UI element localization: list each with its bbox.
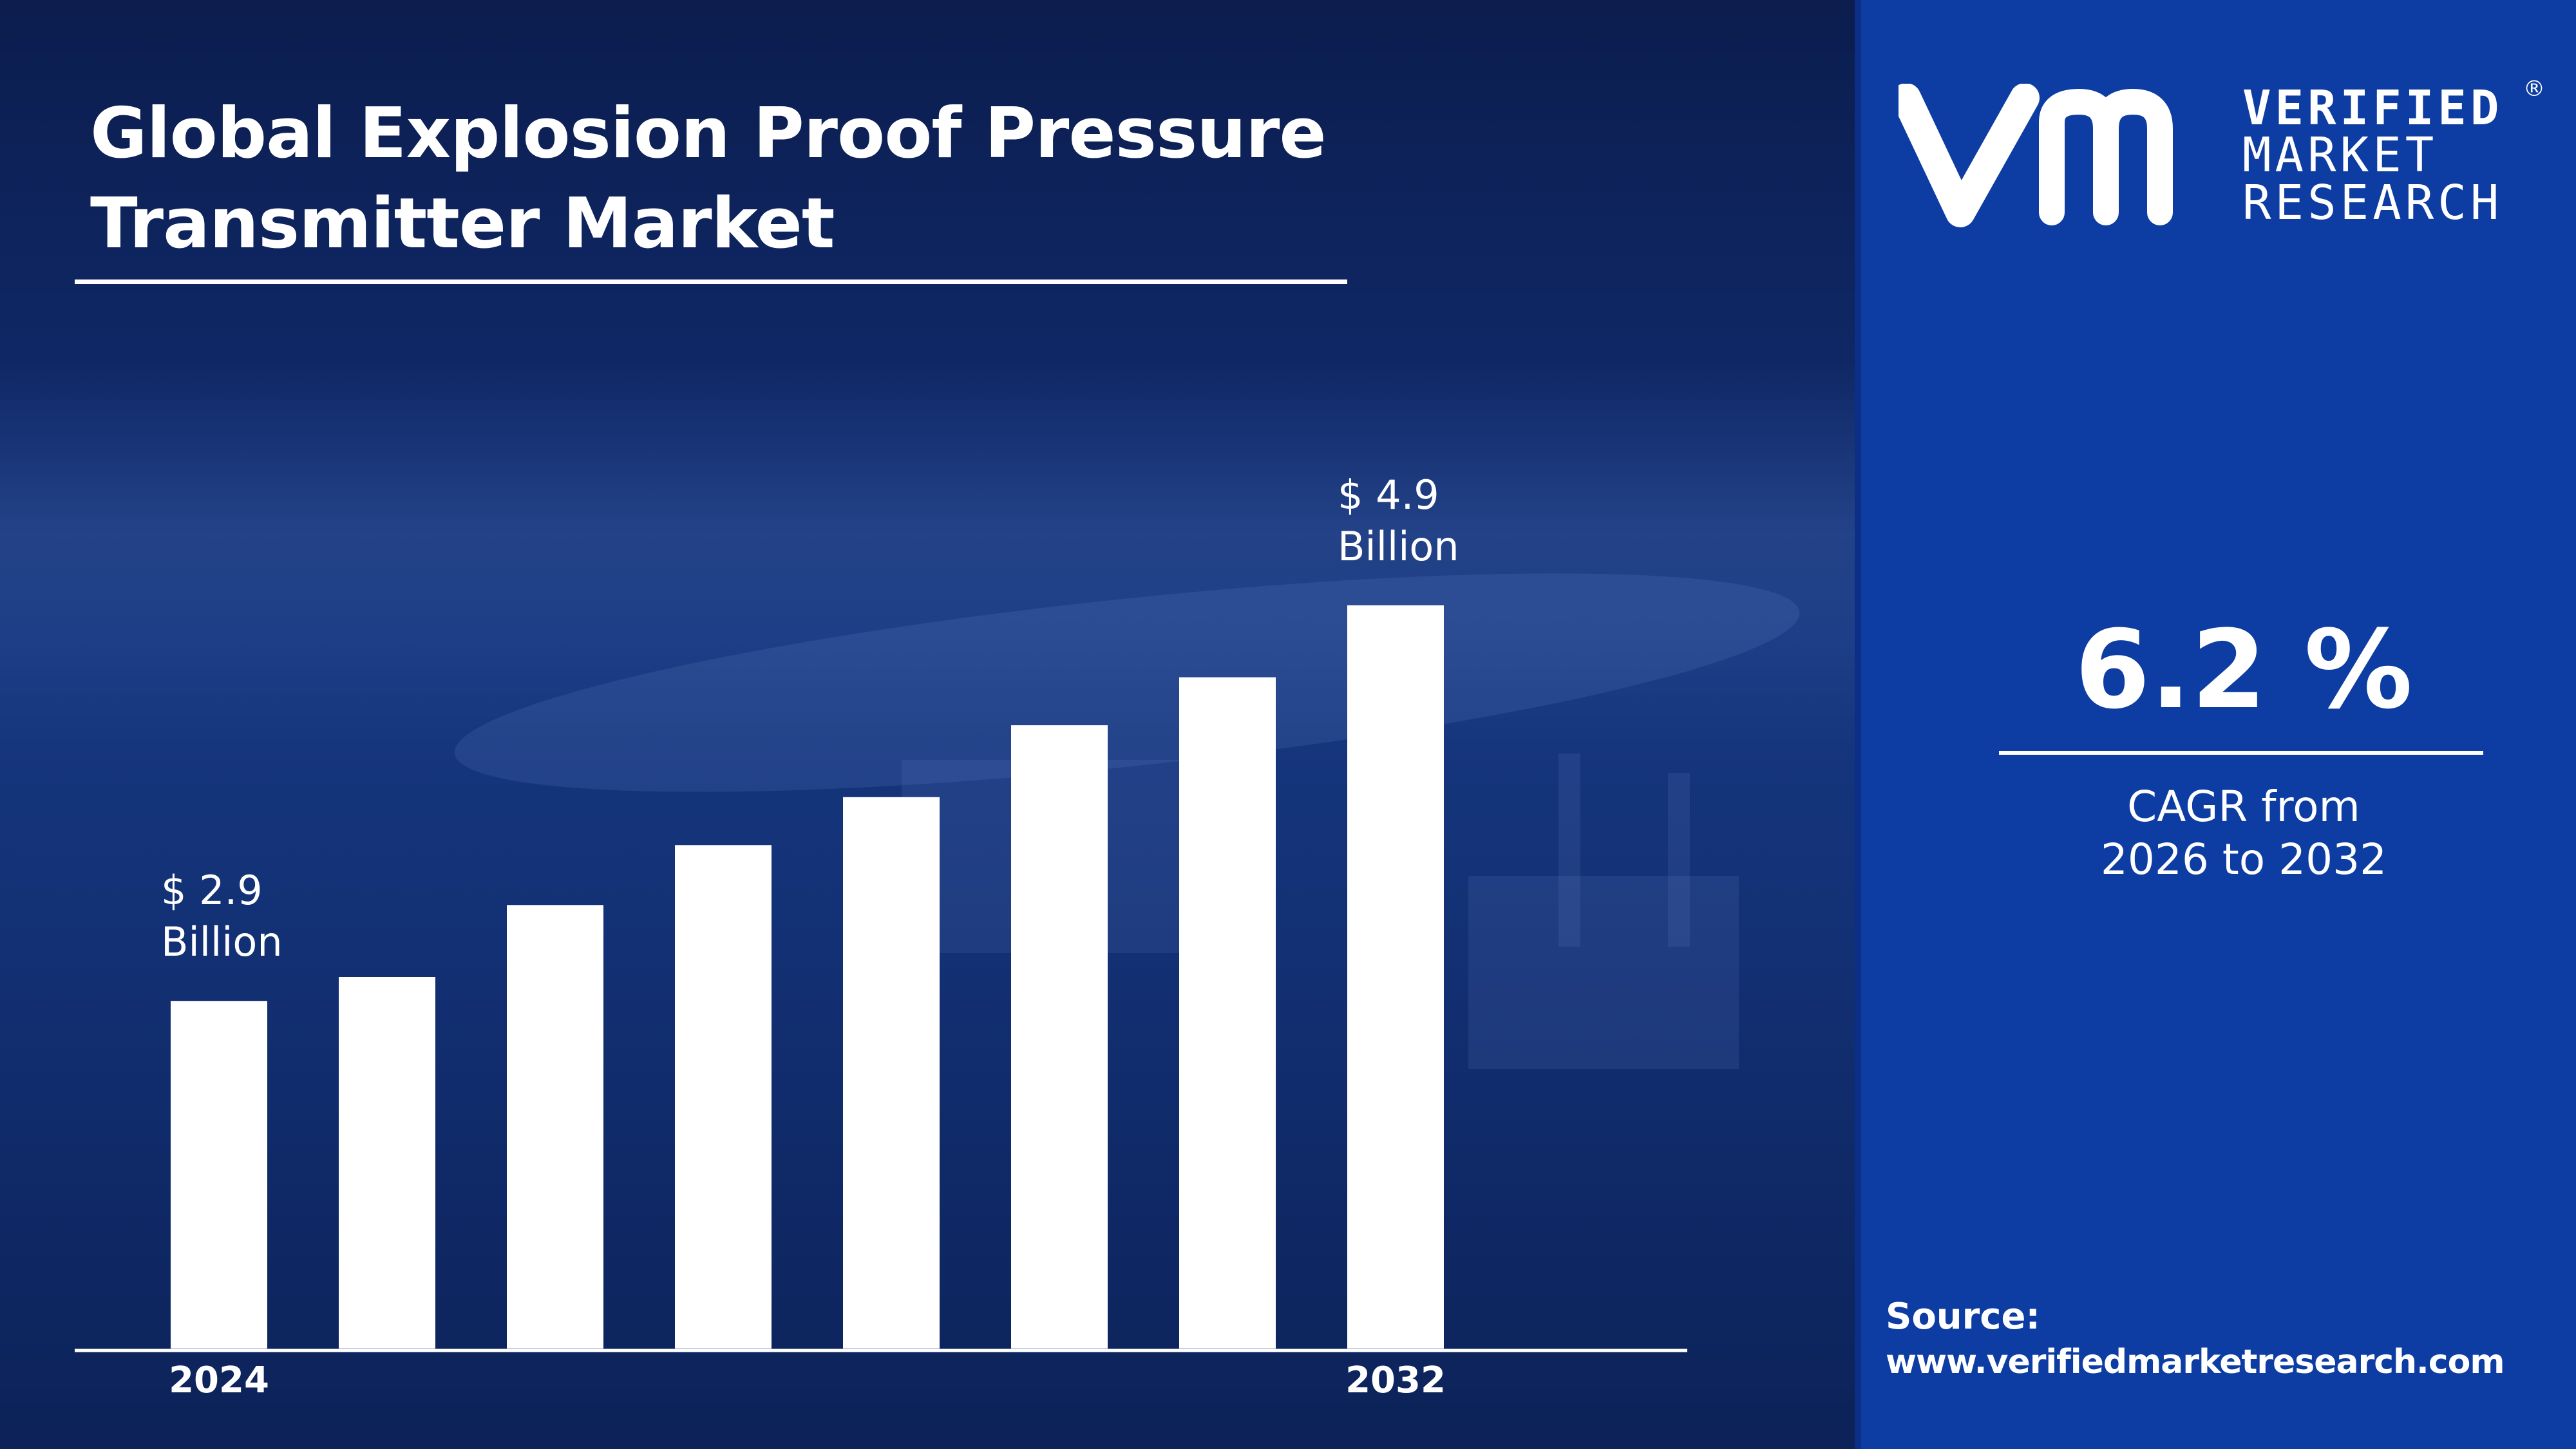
x-tick-label-7: 2032 xyxy=(1345,1359,1446,1401)
page-title: Global Explosion Proof Pressure Transmit… xyxy=(90,93,1327,264)
brand-name-research: RESEARCH xyxy=(2242,175,2503,231)
cagr-value: 6.2 % xyxy=(2074,607,2413,733)
data-label-value-0: $ 2.9 xyxy=(161,867,263,914)
source-label: Source: xyxy=(1886,1296,2040,1338)
title-divider xyxy=(75,279,1347,284)
registered-mark: ® xyxy=(2523,76,2545,102)
bar-4 xyxy=(843,797,940,1349)
background-building xyxy=(1468,876,1739,1069)
cagr-caption-line1: CAGR from xyxy=(2127,782,2360,831)
bar-6 xyxy=(1179,677,1276,1349)
data-label-unit-0: Billion xyxy=(161,918,283,965)
background-haze xyxy=(0,361,1855,747)
tick-labels-layer: 2024 2032 xyxy=(169,1359,1446,1401)
vmr-logo-icon xyxy=(1899,84,2173,227)
bar-5 xyxy=(1011,725,1108,1349)
cagr-caption-line2: 2026 to 2032 xyxy=(2100,835,2387,884)
bar-3 xyxy=(675,845,772,1349)
cagr-divider xyxy=(1999,751,2483,755)
bar-7 xyxy=(1347,605,1444,1349)
background-chimney xyxy=(1668,773,1690,947)
panel-edge xyxy=(1855,0,1861,1449)
bar-1 xyxy=(339,977,435,1349)
x-tick-label-0: 2024 xyxy=(169,1359,269,1401)
brand-panel xyxy=(1855,0,2576,1449)
cagr-caption: CAGR from 2026 to 2032 xyxy=(1999,781,2488,886)
brand-name-verified: VERIFIED xyxy=(2242,80,2503,136)
bar-2 xyxy=(507,905,603,1349)
data-label-value-7: $ 4.9 xyxy=(1338,471,1439,518)
bar-0 xyxy=(171,1001,267,1349)
source-url[interactable]: www.verifiedmarketresearch.com xyxy=(1886,1343,2505,1381)
data-label-unit-7: Billion xyxy=(1338,523,1459,570)
brand-name-market: MARKET xyxy=(2242,128,2438,183)
bars-layer xyxy=(171,605,1444,1349)
background-chimney xyxy=(1558,753,1580,947)
